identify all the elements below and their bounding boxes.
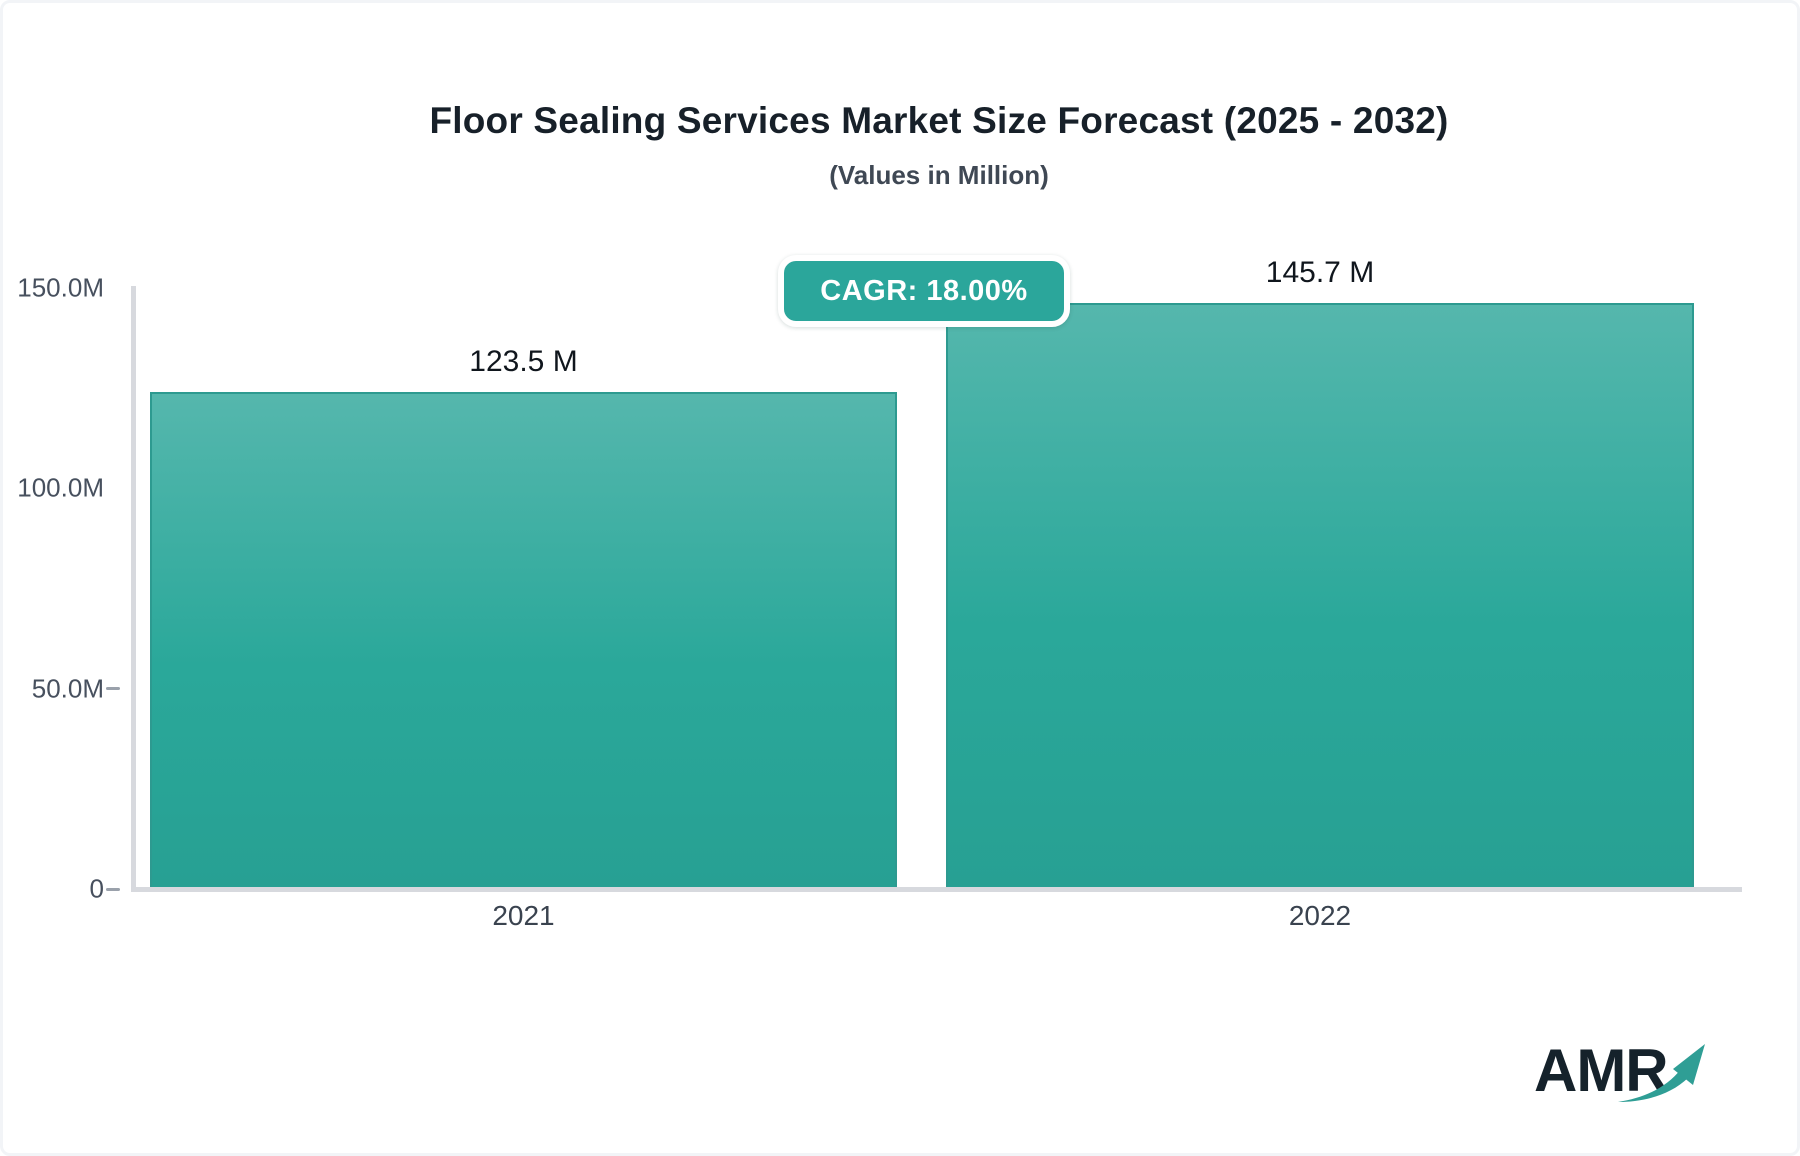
x-axis-category-label: 2021 <box>492 900 555 931</box>
x-axis-category-label: 2022 <box>1288 900 1352 931</box>
chart-subtitle: (Values in Million) <box>829 160 1049 190</box>
bar-2021[interactable] <box>150 392 897 889</box>
bar-value-label: 145.7 M <box>1265 256 1375 290</box>
y-axis-tick-label: 100.0M <box>17 472 104 503</box>
y-axis-tick-label: 150.0M <box>17 272 104 303</box>
amr-logo-text: AMR <box>1534 1037 1669 1104</box>
growth-arrow-icon <box>1618 1044 1705 1102</box>
chart-title: Floor Sealing Services Market Size Forec… <box>429 100 1449 141</box>
y-axis-line <box>131 286 136 892</box>
y-axis-tick-mark <box>106 687 120 691</box>
bar-2022[interactable] <box>946 303 1694 889</box>
y-axis-tick-label: 50.0M <box>31 673 104 704</box>
cagr-badge: CAGR: 18.00% <box>778 255 1070 327</box>
y-axis-tick-label: 0 <box>89 873 104 904</box>
y-axis-tick-mark <box>106 887 120 891</box>
x-axis-line <box>131 887 1742 892</box>
bar-value-label: 123.5 M <box>469 345 578 379</box>
amr-logo: AMR <box>1528 1030 1798 1140</box>
